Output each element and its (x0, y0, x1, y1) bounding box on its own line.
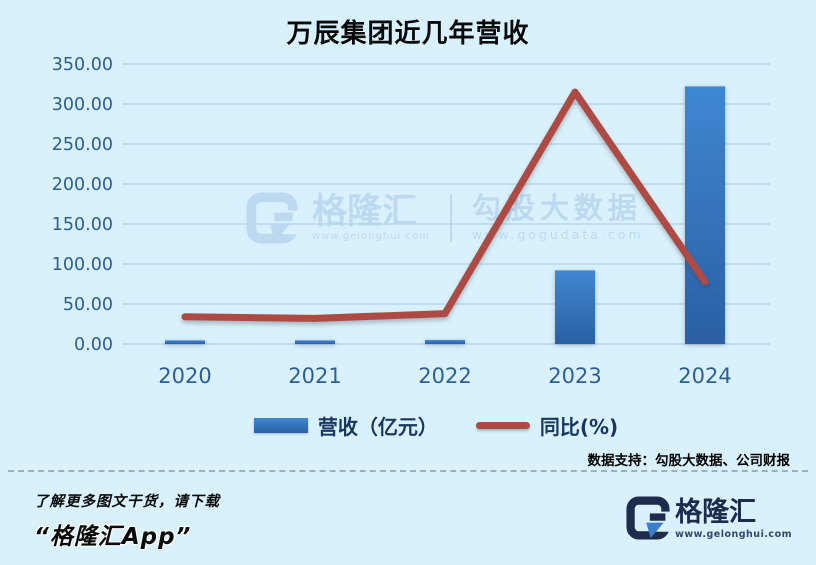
x-tick-label: 2020 (158, 364, 211, 388)
revenue-bar (555, 270, 595, 344)
x-tick-label: 2022 (418, 364, 471, 388)
legend-bar-swatch-icon (253, 418, 308, 433)
footer-brand-logo: 格隆汇 www.gelonghui.com (626, 496, 792, 540)
chart-canvas: 350.00 300.00 250.00 200.00 150.00 100.00 50.0… (52, 55, 770, 388)
footer-brand-text: 格隆汇 www.gelonghui.com (675, 498, 792, 540)
y-tick-label: 100.00 (52, 255, 113, 275)
gelonghui-logo-icon (246, 192, 298, 244)
legend-line-swatch-icon (475, 422, 530, 429)
promo-text: 了解更多图文干货，请下载 (34, 494, 220, 510)
legend-revenue-label: 营收（亿元） (317, 415, 438, 439)
data-source-note: 数据支持：勾股大数据、公司财报 (587, 453, 791, 469)
y-tick-label: 350.00 (52, 55, 113, 75)
y-tick-label: 300.00 (52, 95, 113, 115)
watermark-brand-url: www.gelonghui.com (312, 230, 430, 242)
y-tick-label: 200.00 (52, 175, 113, 195)
y-tick-label: 250.00 (52, 135, 113, 155)
watermark-divider (449, 194, 452, 242)
legend-item-revenue: 营收（亿元） (253, 411, 438, 440)
revenue-bar (295, 340, 335, 344)
footer-brand-name: 格隆汇 (675, 497, 757, 528)
watermark: 格隆汇 www.gelonghui.com 勾股大数据 www.gogudata… (246, 192, 644, 244)
y-tick-label: 50.00 (63, 295, 113, 315)
revenue-bar (685, 86, 725, 345)
x-tick-label: 2023 (548, 364, 601, 388)
footer-promo: 了解更多图文干货，请下载 “格隆汇App” (34, 490, 220, 551)
chart-legend: 营收（亿元） 同比(%) (28, 411, 816, 440)
gelonghui-logo-icon (626, 496, 671, 540)
y-tick-label: 0.00 (74, 335, 113, 355)
legend-yoy-label: 同比(%) (539, 415, 619, 439)
x-tick-label: 2024 (678, 364, 731, 388)
dashed-divider (8, 470, 808, 472)
page-title: 万辰集团近几年营收 (286, 19, 530, 49)
footer-brand-url: www.gelonghui.com (675, 528, 792, 540)
legend-item-yoy: 同比(%) (475, 411, 619, 440)
watermark-data-url: www.gogudata.com (471, 227, 644, 242)
revenue-bar (425, 340, 465, 344)
x-tick-label: 2021 (288, 364, 341, 388)
y-tick-label: 150.00 (52, 215, 113, 235)
app-name-text: “格隆汇App” (34, 524, 192, 550)
yoy-line (181, 88, 709, 322)
revenue-bar (165, 340, 205, 344)
